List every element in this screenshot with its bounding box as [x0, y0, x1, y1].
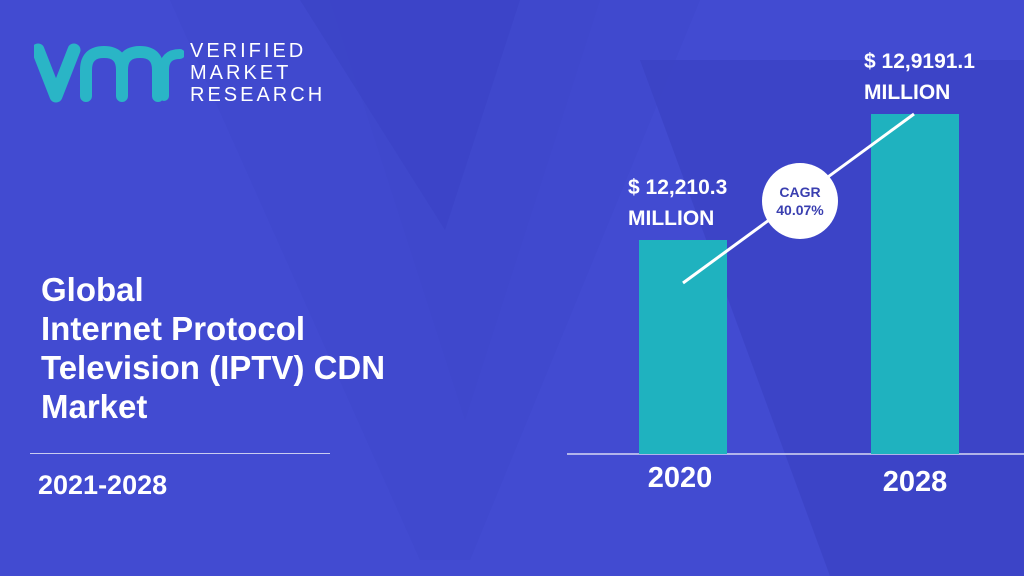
bar-2020 — [639, 240, 727, 454]
brand-line-1: VERIFIED — [190, 40, 307, 62]
x-tick-label-2028: 2028 — [882, 466, 948, 498]
bar-2028 — [871, 114, 959, 454]
bar-value: $ 12,9191.1 — [864, 50, 975, 73]
brand-name: VERIFIED MARKET RESEARCH — [190, 40, 325, 106]
title-line: Global — [41, 271, 144, 308]
title-line: Television (IPTV) CDN — [41, 349, 386, 386]
title-line: Internet Protocol — [41, 310, 306, 347]
bar-unit: MILLION — [628, 207, 715, 230]
brand-logo: VERIFIED MARKET RESEARCH — [34, 40, 324, 108]
forecast-period: 2021-2028 — [38, 470, 168, 500]
brand-line-2: MARKET — [190, 62, 292, 84]
cagr-value: 40.07% — [776, 202, 824, 218]
report-title: Global Internet Protocol Television (IPT… — [41, 270, 461, 426]
bar-value-label-2020: $ 12,210.3 MILLION — [628, 172, 727, 234]
cagr-badge: CAGR 40.07% — [762, 163, 838, 239]
bar-value-label-2028: $ 12,9191.1 MILLION — [864, 46, 975, 108]
bar-value: $ 12,210.3 — [628, 176, 728, 199]
x-tick-label-2020: 2020 — [647, 462, 713, 494]
title-line: Market — [41, 388, 148, 425]
brand-line-3: RESEARCH — [190, 84, 326, 106]
vmr-logo-icon — [34, 43, 184, 103]
title-divider — [30, 453, 330, 454]
bar-unit: MILLION — [864, 81, 951, 104]
cagr-label: CAGR — [779, 184, 821, 200]
